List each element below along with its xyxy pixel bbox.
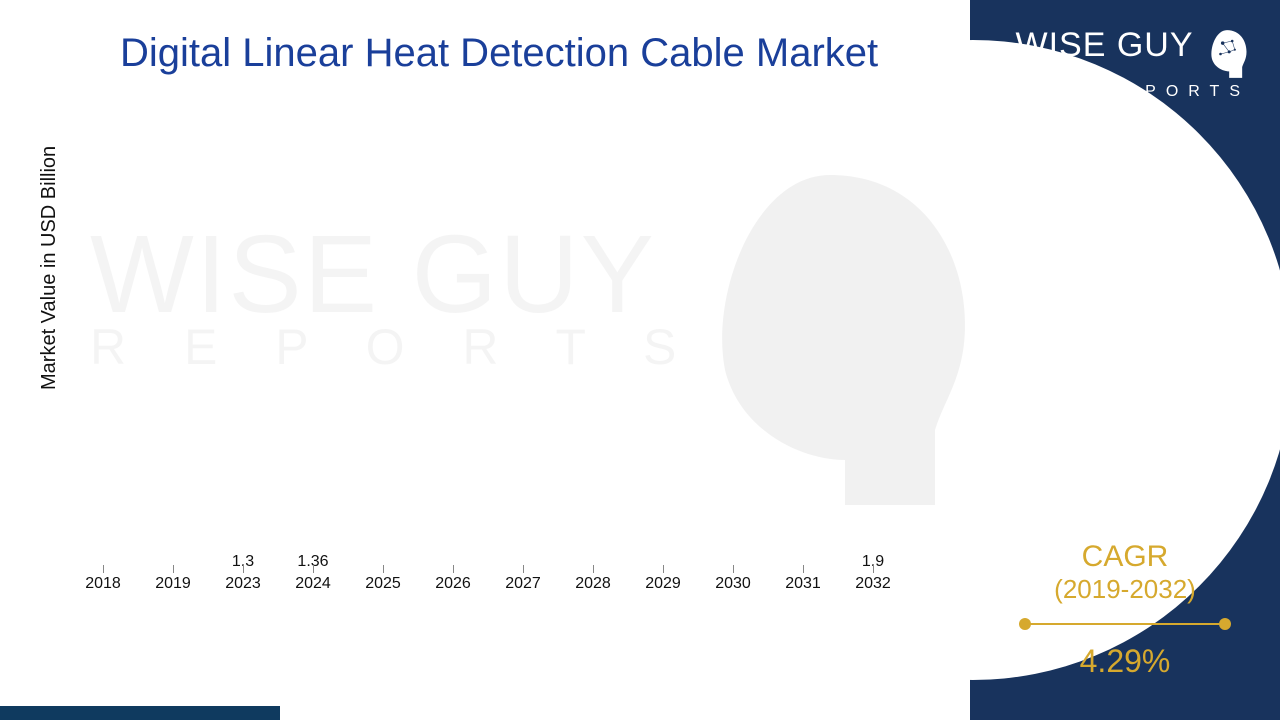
x-axis: 2018 2019 2023 2024 2025 2026 2027 2028 2029 2030… xyxy=(70,575,900,605)
x-tick-2023: 2023 xyxy=(216,575,270,605)
x-tick-2019: 2019 xyxy=(146,575,200,605)
bottom-accent-stripe xyxy=(0,706,280,720)
x-tick-2032: 2032 xyxy=(846,575,900,605)
page-root: WISE GUYR E P O R T S Digital Linear Hea… xyxy=(0,0,1280,720)
x-tick-2031: 2031 xyxy=(776,575,830,605)
x-tick-2028: 2028 xyxy=(566,575,620,605)
x-tick-2026: 2026 xyxy=(426,575,480,605)
chart-title: Digital Linear Heat Detection Cable Mark… xyxy=(120,30,878,76)
x-tick-2029: 2029 xyxy=(636,575,690,605)
bar-chart: 1.31.361.9 20182019202320242025202620272… xyxy=(70,165,900,605)
x-tick-2027: 2027 xyxy=(496,575,550,605)
x-tick-2030: 2030 xyxy=(706,575,760,605)
bars-container: 1.31.361.9 xyxy=(70,165,900,575)
x-tick-2018: 2018 xyxy=(76,575,130,605)
x-tick-2024: 2024 xyxy=(286,575,340,605)
y-axis-label: Market Value in USD Billion xyxy=(38,146,61,390)
x-tick-2025: 2025 xyxy=(356,575,410,605)
